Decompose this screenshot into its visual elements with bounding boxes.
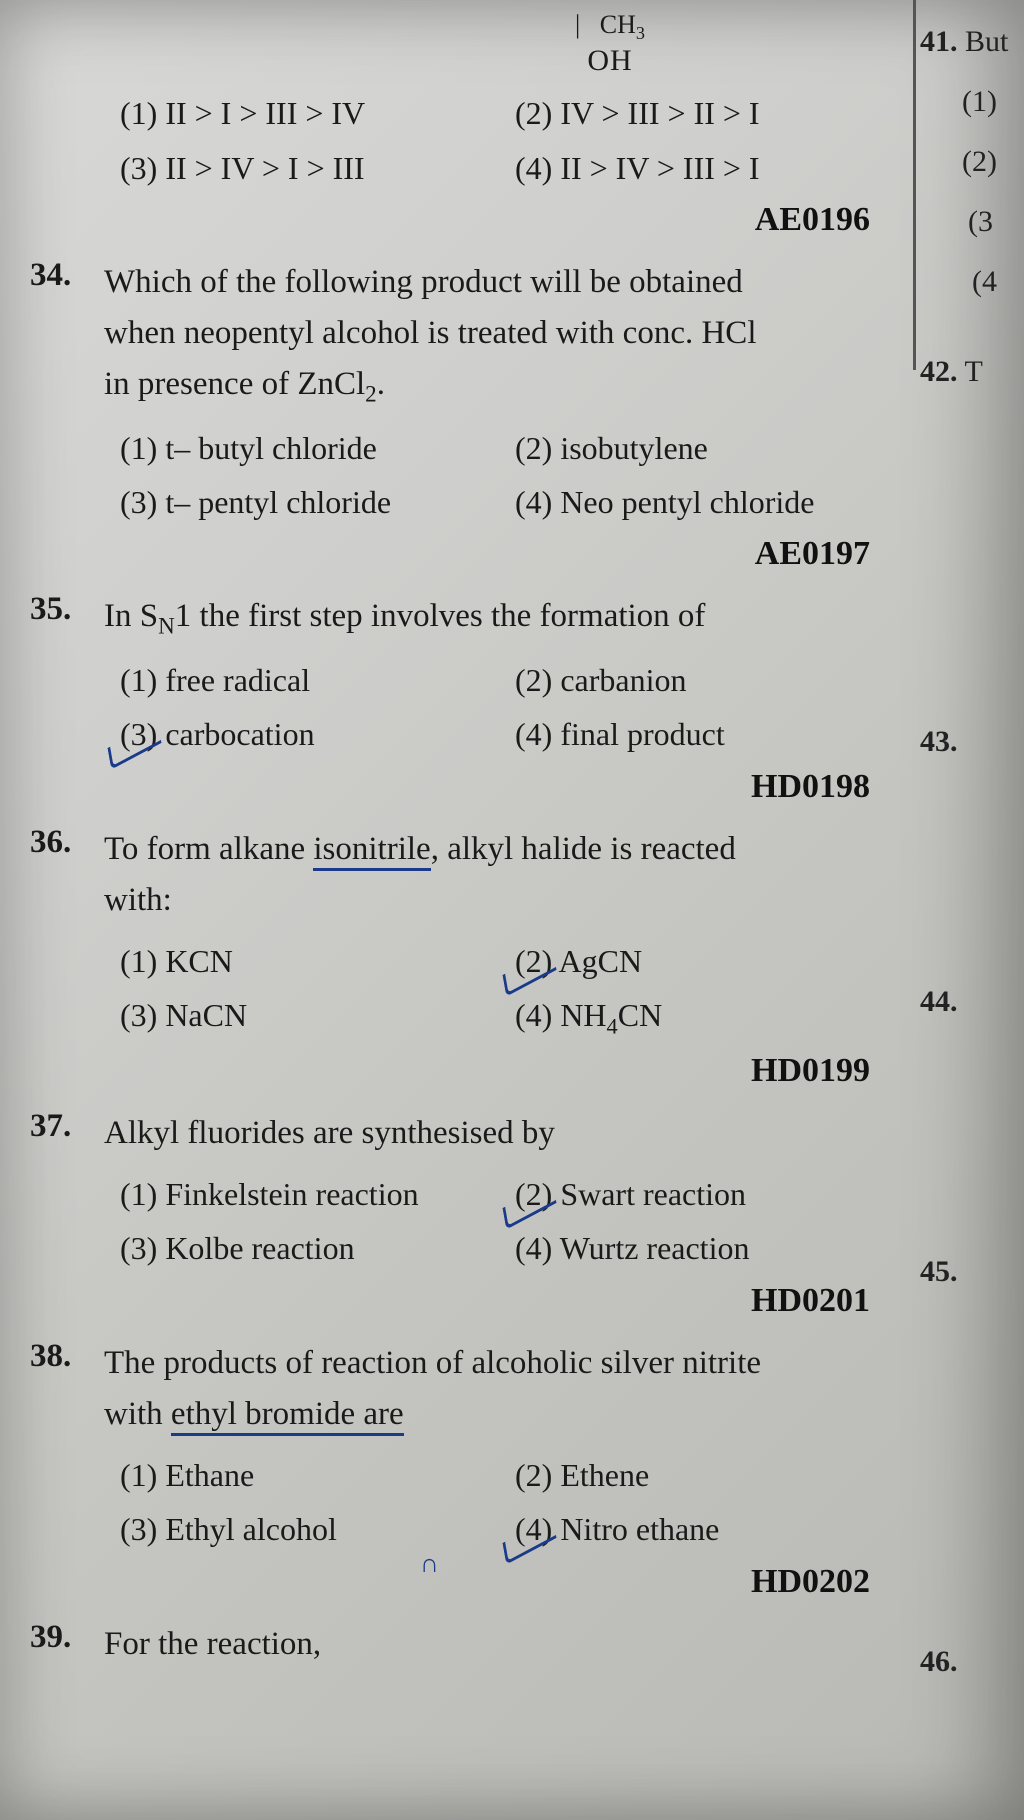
q38-opt2: (2) Ethene [515,1448,910,1502]
q38-code: HD0202 [30,1563,870,1601]
r43: 43. [914,712,1024,772]
q36-line2: with: [104,882,172,918]
r46: 46. [914,1632,1024,1692]
pen-mark-icon: ∩ [420,1549,439,1579]
q36-text-a: To form alkane [104,831,313,867]
question-37: 37. Alkyl fluorides are synthesised by (… [30,1108,910,1320]
q37-code: HD0201 [30,1282,870,1320]
q33-opt3: (3) II > IV > I > III [120,141,515,195]
r41: 41. But [914,12,1024,72]
q33-opt1: (1) II > I > III > IV [120,86,515,140]
q34-opt4: (4) Neo pentyl chloride [515,475,910,529]
question-38: 38. The products of reaction of alcoholi… [30,1338,910,1601]
q34-line1: Which of the following product will be o… [104,264,743,300]
q34-line3a: in presence of ZnCl [104,366,365,402]
q38-line2a: with [104,1396,171,1432]
q38-text: The products of reaction of alcoholic si… [104,1338,894,1440]
q38-opt3: (3) Ethyl alcohol [120,1502,515,1556]
r-opt2: (2) [914,132,1024,192]
q37-opt1: (1) Finkelstein reaction [120,1167,515,1221]
q36-number: 36. [30,824,100,861]
question-35: 35. In SN1 the first step involves the f… [30,591,910,805]
q34-opt3: (3) t– pentyl chloride [120,475,515,529]
question-33-options: (1) II > I > III > IV (2) IV > III > II … [30,86,910,239]
q34-number: 34. [30,257,100,294]
q37-opt2: (2) Swart reaction [515,1167,910,1221]
q37-text: Alkyl fluorides are synthesised by [104,1108,894,1159]
q34-code: AE0197 [30,535,870,573]
q38-opt4: (4) Nitro ethane [515,1502,910,1556]
main-column: | CH3 OH (1) II > I > III > IV (2) IV > … [30,10,910,1688]
q38-number: 38. [30,1338,100,1375]
question-39: 39. For the reaction, [30,1619,910,1670]
r45: 45. [914,1242,1024,1302]
q36-opt2: (2) AgCN [515,934,910,988]
q33-code: AE0196 [30,201,870,239]
r-opt3: (3 [914,192,1024,252]
q35-code: HD0198 [30,768,870,806]
r44: 44. [914,972,1024,1032]
q36-code: HD0199 [30,1052,870,1090]
q39-number: 39. [30,1619,100,1656]
q39-text: For the reaction, [104,1619,894,1670]
q35-opt2: (2) carbanion [515,653,910,707]
q37-number: 37. [30,1108,100,1145]
q35-opt3: (3) carbocation [120,707,515,761]
q36-opt3: (3) NaCN [120,988,515,1045]
q38-line1: The products of reaction of alcoholic si… [104,1345,761,1381]
q35-opt1: (1) free radical [120,653,515,707]
q34-line3b: . [377,366,385,402]
q36-underlined: isonitrile [313,831,430,871]
molecule-fragment: | CH3 OH [310,10,910,78]
q36-opt4-b: CN [618,997,662,1033]
question-34: 34. Which of the following product will … [30,257,910,573]
q36-opt4: (4) NH4CN [515,988,910,1045]
q38-underlined: ethyl bromide are [171,1396,404,1436]
r-opt4: (4 [914,252,1024,312]
q38-opt1: (1) Ethane [120,1448,515,1502]
q36-text-b: , alkyl halide is reacted [431,831,736,867]
q37-opt4: (4) Wurtz reaction [515,1221,910,1275]
q34-text: Which of the following product will be o… [104,257,894,413]
q34-opt1: (1) t– butyl chloride [120,421,515,475]
q35-text: In SN1 the first step involves the forma… [104,591,894,644]
right-column: 41. But (1) (2) (3 (4 42. T 43. 44. 45. … [914,0,1024,1692]
q35-number: 35. [30,591,100,628]
q35-text-b: 1 the first step involves the formation … [175,598,706,634]
r42: 42. T [914,342,1024,402]
q37-opt3: (3) Kolbe reaction [120,1221,515,1275]
q36-text: To form alkane isonitrile, alkyl halide … [104,824,894,926]
q36-opt4-a: (4) NH [515,997,607,1033]
q35-opt4: (4) final product [515,707,910,761]
q35-text-a: In S [104,598,158,634]
exam-page: | CH3 OH (1) II > I > III > IV (2) IV > … [0,0,1024,1820]
q33-opt2: (2) IV > III > II > I [515,86,910,140]
q34-opt2: (2) isobutylene [515,421,910,475]
r-opt1: (1) [914,72,1024,132]
question-36: 36. To form alkane isonitrile, alkyl hal… [30,824,910,1090]
q36-opt1: (1) KCN [120,934,515,988]
q33-opt4: (4) II > IV > III > I [515,141,910,195]
q34-line2: when neopentyl alcohol is treated with c… [104,315,757,351]
